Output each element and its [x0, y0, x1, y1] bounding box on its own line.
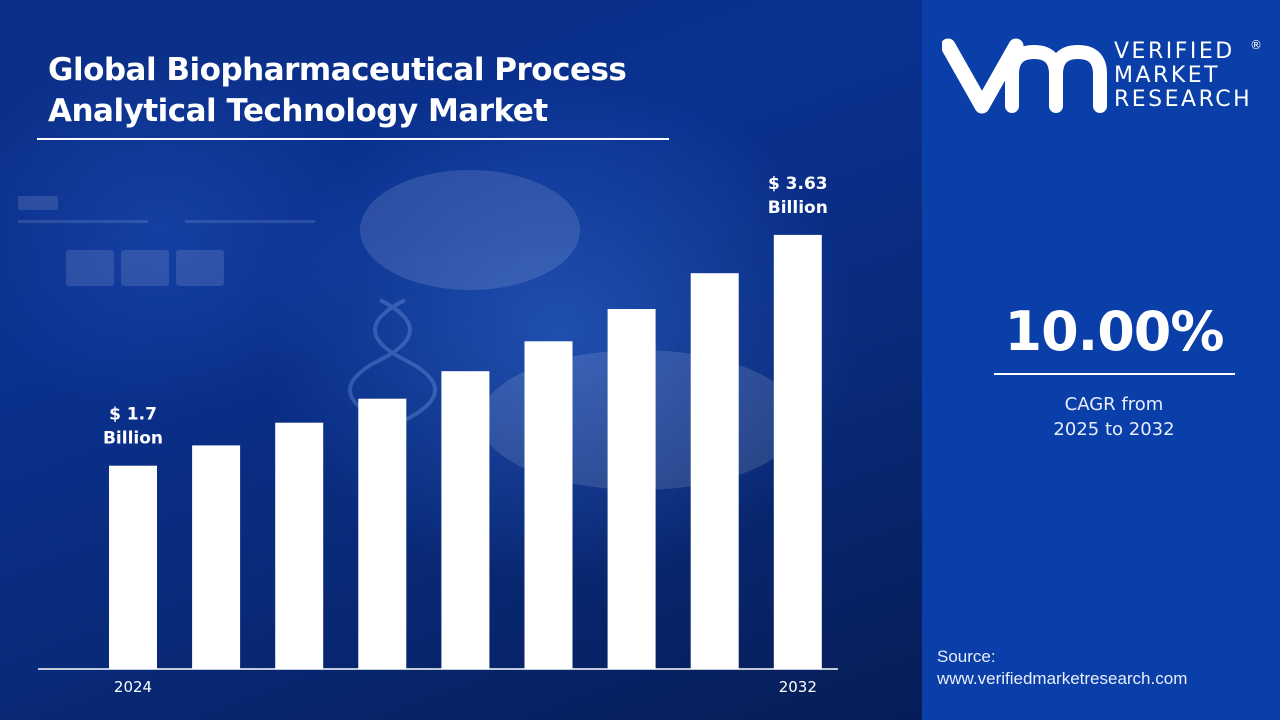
data-label-2032-line-2: Billion: [768, 198, 828, 218]
vmr-logo-icon: [942, 38, 1107, 114]
chart-title: Global Biopharmaceutical Process Analyti…: [48, 52, 627, 129]
chart-panel: 2024 $ 1.7 Billion 2032 $ 3.63 Billion Global…: [0, 0, 922, 720]
bar-2028: [441, 371, 490, 669]
data-label-2032-line-1: $ 3.63: [768, 174, 828, 194]
dna-helix-decoration: [348, 298, 437, 422]
data-label-2024-line-1: $ 1.7: [109, 405, 157, 425]
bar-2027: [358, 398, 407, 669]
source-note: Source: www.verifiedmarketresearch.com: [937, 646, 1187, 690]
cagr-label-line-1: CAGR from: [1064, 394, 1164, 415]
bar-2025: [192, 445, 241, 669]
brand-line-2: MARKET: [1114, 63, 1221, 88]
info-panel: [922, 0, 1280, 720]
bar-chart: 2024 $ 1.7 Billion 2032 $ 3.63 Billion: [18, 138, 838, 696]
data-label-2024-line-2: Billion: [103, 429, 163, 449]
bar-2024: [109, 465, 157, 669]
x-tick-label-2032: 2032: [779, 678, 817, 696]
source-url[interactable]: www.verifiedmarketresearch.com: [937, 669, 1188, 688]
bar-2032: [773, 234, 822, 669]
brand-line-1: VERIFIED: [1114, 39, 1235, 64]
cagr-label: CAGR from 2025 to 2032: [994, 392, 1234, 442]
brand-wordmark: VERIFIED MARKET RESEARCH: [1114, 40, 1252, 112]
cagr-divider: [994, 373, 1235, 375]
registered-mark: ®: [1250, 38, 1262, 52]
bar-2030: [607, 309, 656, 669]
labels-group: 2024 $ 1.7 Billion 2032 $ 3.63 Billion: [103, 174, 828, 696]
bar-2026: [275, 422, 324, 669]
source-label: Source:: [937, 647, 996, 666]
cagr-value: 10.00%: [1004, 300, 1225, 363]
bar-2029: [524, 341, 573, 669]
bar-2031: [690, 273, 739, 669]
cagr-label-line-2: 2025 to 2032: [1053, 419, 1175, 440]
x-tick-label-2024: 2024: [114, 678, 152, 696]
brand-line-3: RESEARCH: [1114, 87, 1253, 112]
bars-group: [109, 234, 822, 669]
